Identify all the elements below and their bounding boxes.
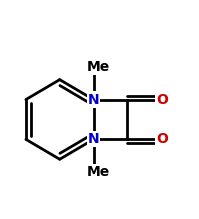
Text: Me: Me [87, 60, 110, 74]
Text: N: N [88, 132, 99, 146]
Text: N: N [88, 93, 99, 107]
Text: O: O [156, 93, 168, 107]
Text: Me: Me [87, 165, 110, 179]
Text: O: O [156, 132, 168, 146]
